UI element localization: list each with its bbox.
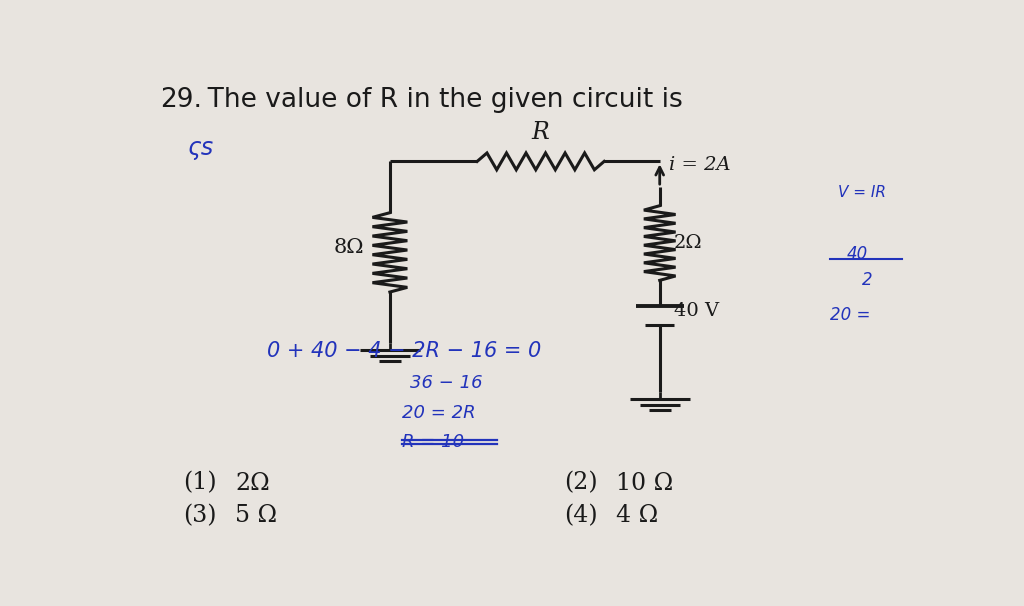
- Text: 29.: 29.: [160, 87, 202, 113]
- Text: 8Ω: 8Ω: [334, 238, 365, 257]
- Text: (3): (3): [183, 504, 217, 527]
- Text: R = 10: R = 10: [401, 433, 464, 451]
- Text: The value of R in the given circuit is: The value of R in the given circuit is: [191, 87, 683, 113]
- Text: ςs: ςs: [187, 136, 214, 160]
- Text: (4): (4): [564, 504, 598, 527]
- Text: 4 Ω: 4 Ω: [616, 504, 658, 527]
- Text: 2Ω: 2Ω: [236, 471, 270, 494]
- Text: 2: 2: [862, 271, 872, 289]
- Text: 40: 40: [846, 245, 867, 264]
- Text: 10 Ω: 10 Ω: [616, 471, 674, 494]
- Text: 5 Ω: 5 Ω: [236, 504, 278, 527]
- Text: 20 = 2R: 20 = 2R: [401, 404, 475, 422]
- Text: V = IR: V = IR: [839, 185, 887, 200]
- Text: (2): (2): [564, 471, 598, 494]
- Text: 20 =: 20 =: [830, 306, 870, 324]
- Text: 0 + 40 − 4 − 2R − 16 = 0: 0 + 40 − 4 − 2R − 16 = 0: [267, 341, 541, 361]
- Text: 2Ω: 2Ω: [674, 234, 702, 252]
- Text: i = 2A: i = 2A: [670, 156, 731, 174]
- Text: (1): (1): [183, 471, 217, 494]
- Text: R: R: [531, 121, 550, 144]
- Text: 40 V: 40 V: [674, 302, 719, 320]
- Text: 36 − 16: 36 − 16: [410, 374, 482, 391]
